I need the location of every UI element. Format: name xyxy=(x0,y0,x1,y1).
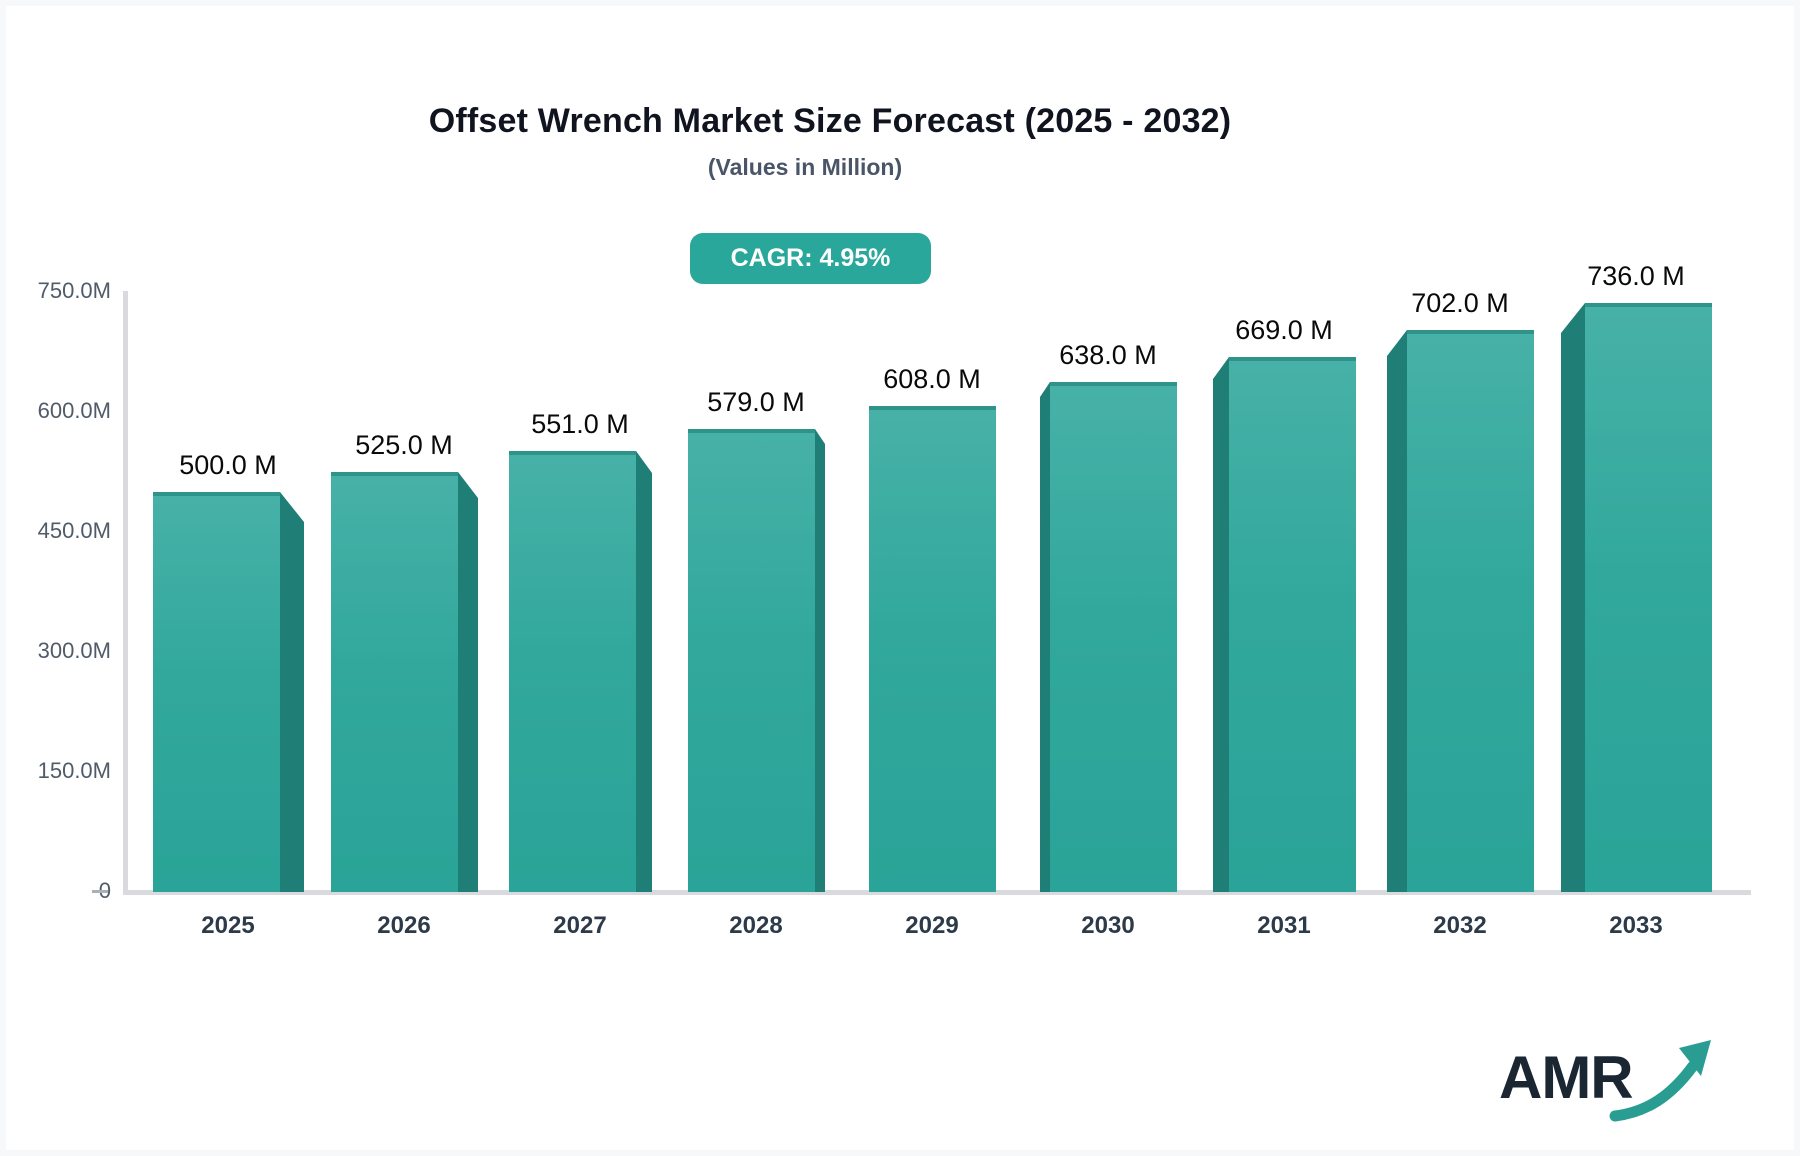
bar-2032 xyxy=(1407,330,1534,892)
y-tick-label: 600.0M xyxy=(37,398,111,423)
bar-2028 xyxy=(688,429,815,892)
bar-value-label: 500.0 M xyxy=(179,450,277,480)
chart-subtitle: (Values in Million) xyxy=(707,154,903,180)
bar-bevel-2031 xyxy=(1213,357,1229,892)
bar-value-label: 669.0 M xyxy=(1235,315,1333,345)
y-tick-label: 150.0M xyxy=(37,758,111,783)
cagr-badge: CAGR: 4.95% xyxy=(690,233,931,284)
bar-2031 xyxy=(1229,357,1356,892)
bar-bevel-2028 xyxy=(815,429,825,892)
x-tick-label: 2031 xyxy=(1257,912,1311,939)
bar-value-label: 579.0 M xyxy=(707,387,805,417)
bar-bevel-2030 xyxy=(1040,382,1050,892)
bar-bevel-2026 xyxy=(458,472,478,892)
bar-2027 xyxy=(509,451,636,892)
logo-arrow-icon xyxy=(1609,1060,1699,1122)
logo-arrowhead-icon xyxy=(1679,1040,1711,1076)
x-tick-label: 2029 xyxy=(905,912,959,939)
bar-value-label: 638.0 M xyxy=(1059,340,1157,370)
x-tick-label: 2025 xyxy=(201,912,255,939)
x-tick-label: 2027 xyxy=(553,912,607,939)
bar-2030 xyxy=(1050,382,1177,892)
x-tick-label: 2032 xyxy=(1433,912,1487,939)
bar-value-label: 551.0 M xyxy=(531,409,629,439)
y-tick-label: 750.0M xyxy=(37,278,111,303)
bar-value-label: 608.0 M xyxy=(883,364,981,394)
x-tick-label: 2028 xyxy=(729,912,783,939)
chart-card: Offset Wrench Market Size Forecast (2025… xyxy=(6,6,1794,1150)
x-axis-line xyxy=(123,890,1751,895)
bar-value-label: 736.0 M xyxy=(1587,261,1685,291)
bar-2029 xyxy=(869,406,996,892)
zero-tick-dash xyxy=(92,890,108,893)
y-tick-label: 450.0M xyxy=(37,518,111,543)
x-tick-label: 2030 xyxy=(1081,912,1135,939)
bar-bevel-2027 xyxy=(636,451,652,892)
bar-value-label: 525.0 M xyxy=(355,430,453,460)
amr-logo: AMR xyxy=(1499,1040,1711,1122)
bar-2025 xyxy=(153,492,280,892)
y-tick-label: 300.0M xyxy=(37,638,111,663)
chart-title: Offset Wrench Market Size Forecast (2025… xyxy=(428,102,1232,140)
bar-bevel-2033 xyxy=(1561,303,1585,892)
x-tick-label: 2026 xyxy=(377,912,431,939)
bar-2026 xyxy=(331,472,458,892)
x-tick-label: 2033 xyxy=(1609,912,1663,939)
amr-logo-text: AMR xyxy=(1499,1044,1633,1111)
y-axis-line xyxy=(123,291,128,892)
bar-bevel-2025 xyxy=(280,492,304,892)
bar-value-label: 702.0 M xyxy=(1411,288,1509,318)
bar-2033 xyxy=(1585,303,1712,892)
bar-bevel-2032 xyxy=(1387,330,1407,892)
